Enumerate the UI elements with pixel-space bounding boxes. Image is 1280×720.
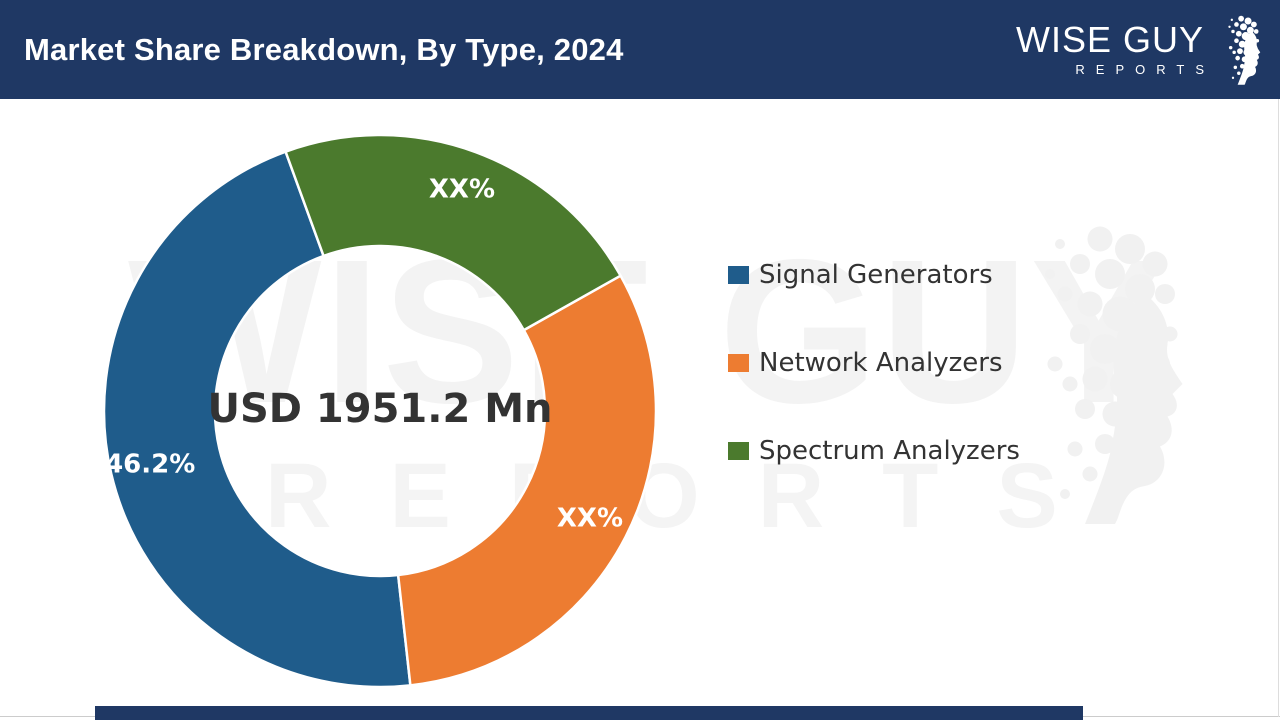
wedge-label: XX%	[557, 504, 623, 534]
logo-subtitle: REPORTS	[1075, 62, 1215, 77]
logo-wordmark: WISE GUY	[1015, 19, 1204, 60]
page-title: Market Share Breakdown, By Type, 2024	[24, 31, 624, 67]
footer-accent-bar	[95, 706, 1083, 720]
legend-item-label: Signal Generators	[759, 259, 993, 290]
legend-swatch	[728, 265, 749, 284]
legend-item-network-analyzers: Network Analyzers	[728, 347, 1020, 378]
donut-center-value: USD 1951.2 Mn	[208, 386, 553, 432]
wedge-network-analyzers	[396, 274, 658, 687]
watermark-subtitle: REPORTS	[265, 445, 1116, 547]
wedge-spectrum-analyzers	[284, 133, 622, 332]
right-border	[1278, 99, 1279, 717]
wedge-label: 46.2%	[105, 450, 195, 480]
legend-item-label: Spectrum Analyzers	[759, 435, 1020, 466]
legend-item-signal-generators: Signal Generators	[728, 259, 1020, 290]
legend-item-spectrum-analyzers: Spectrum Analyzers	[728, 435, 1020, 466]
wedge-signal-generators	[102, 150, 412, 689]
wise-guy-logo: WISE GUY REPORTS	[1016, 10, 1262, 90]
report-header: Market Share Breakdown, By Type, 2024 WI…	[0, 0, 1280, 99]
legend-swatch	[728, 353, 749, 372]
legend-item-label: Network Analyzers	[759, 347, 1003, 378]
legend-swatch	[728, 441, 749, 460]
wedge-label: XX%	[429, 175, 495, 205]
chart-legend: Signal Generators Network Analyzers Spectr…	[728, 259, 1020, 525]
logo-text: WISE GUY REPORTS	[1015, 19, 1204, 78]
